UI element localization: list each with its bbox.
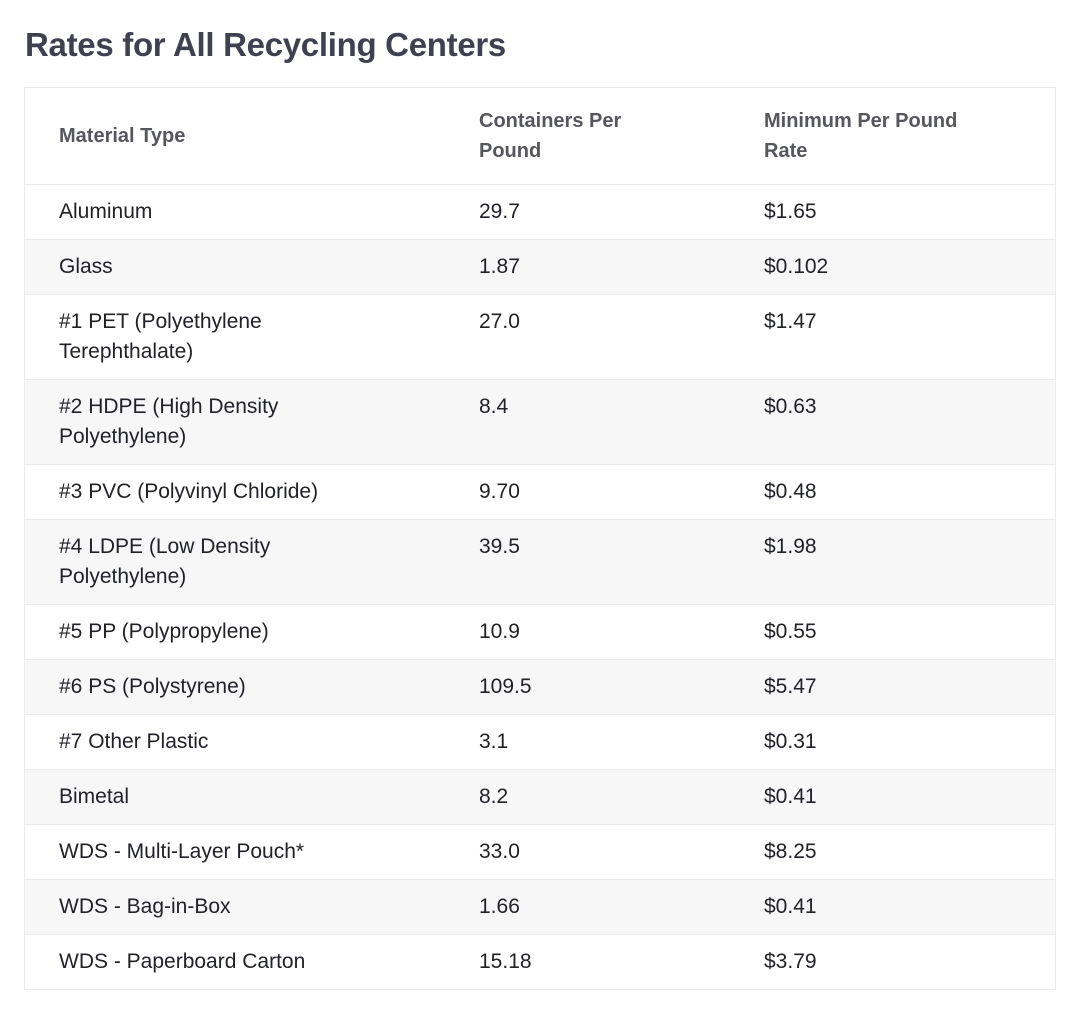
min-per-pound-rate-cell: $5.47	[730, 659, 1055, 715]
containers-per-pound-cell: 1.87	[445, 239, 730, 295]
containers-per-pound-cell: 29.7	[445, 184, 730, 240]
containers-per-pound-cell: 109.5	[445, 659, 730, 715]
min-per-pound-rate-cell: $0.102	[730, 239, 1055, 295]
material-type-cell: WDS - Multi-Layer Pouch*	[25, 824, 445, 880]
material-type-cell: #7 Other Plastic	[25, 714, 445, 770]
table-header-row: Material Type Containers Per Pound Minim…	[25, 88, 1055, 185]
min-per-pound-rate-cell: $0.31	[730, 714, 1055, 770]
material-type-value: #5 PP (Polypropylene)	[59, 620, 269, 643]
material-type-value: Bimetal	[59, 785, 130, 808]
containers-per-pound-cell: 10.9	[445, 604, 730, 660]
containers-per-pound-cell: 33.0	[445, 824, 730, 880]
containers-per-pound-cell: 3.1	[445, 714, 730, 770]
table-body: Aluminum 29.7 $1.65 Glass 1.87 $0.102 #1…	[25, 184, 1055, 989]
material-type-cell: Glass	[25, 239, 445, 295]
table-row: Glass 1.87 $0.102	[25, 239, 1055, 295]
min-per-pound-rate-cell: $0.63	[730, 379, 1055, 465]
column-header-minimum-per-pound-rate-label: Minimum Per Pound Rate	[764, 110, 958, 162]
table-row: #3 PVC (Polyvinyl Chloride) 9.70 $0.48	[25, 464, 1055, 520]
material-type-value: #6 PS (Polystyrene)	[59, 675, 246, 698]
column-header-minimum-per-pound-rate: Minimum Per Pound Rate	[730, 88, 1055, 185]
table-row: #7 Other Plastic 3.1 $0.31	[25, 714, 1055, 770]
containers-per-pound-cell: 9.70	[445, 464, 730, 520]
material-type-cell: WDS - Paperboard Carton	[25, 934, 445, 989]
table-row: WDS - Multi-Layer Pouch* 33.0 $8.25	[25, 824, 1055, 880]
material-type-value: #3 PVC (Polyvinyl Chloride)	[59, 480, 319, 503]
material-type-cell: #2 HDPE (High Density Polyethylene)	[25, 379, 445, 465]
containers-per-pound-cell: 39.5	[445, 519, 730, 605]
column-header-material-type: Material Type	[25, 88, 445, 185]
min-per-pound-rate-cell: $0.48	[730, 464, 1055, 520]
table-row: #4 LDPE (Low Density Polyethylene) 39.5 …	[25, 519, 1055, 605]
min-per-pound-rate-cell: $1.98	[730, 519, 1055, 605]
table-row: #2 HDPE (High Density Polyethylene) 8.4 …	[25, 379, 1055, 465]
min-per-pound-rate-cell: $0.41	[730, 769, 1055, 825]
material-type-value: Aluminum	[59, 200, 153, 223]
table-row: Bimetal 8.2 $0.41	[25, 769, 1055, 825]
table-row: Aluminum 29.7 $1.65	[25, 184, 1055, 240]
containers-per-pound-cell: 15.18	[445, 934, 730, 989]
material-type-value: WDS - Multi-Layer Pouch*	[59, 840, 305, 863]
page-title: Rates for All Recycling Centers	[25, 26, 506, 63]
min-per-pound-rate-cell: $1.47	[730, 294, 1055, 380]
containers-per-pound-cell: 1.66	[445, 879, 730, 935]
rates-table-card: Material Type Containers Per Pound Minim…	[24, 87, 1056, 990]
material-type-cell: WDS - Bag-in-Box	[25, 879, 445, 935]
material-type-cell: #6 PS (Polystyrene)	[25, 659, 445, 715]
material-type-value: WDS - Bag-in-Box	[59, 895, 231, 918]
min-per-pound-rate-cell: $0.55	[730, 604, 1055, 660]
min-per-pound-rate-cell: $3.79	[730, 934, 1055, 989]
material-type-value: WDS - Paperboard Carton	[59, 950, 306, 973]
material-type-cell: Aluminum	[25, 184, 445, 240]
table-row: WDS - Bag-in-Box 1.66 $0.41	[25, 879, 1055, 935]
table-row: #6 PS (Polystyrene) 109.5 $5.47	[25, 659, 1055, 715]
min-per-pound-rate-cell: $1.65	[730, 184, 1055, 240]
column-header-containers-per-pound: Containers Per Pound	[445, 88, 730, 185]
column-header-material-type-label: Material Type	[59, 125, 186, 147]
min-per-pound-rate-cell: $0.41	[730, 879, 1055, 935]
material-type-value: #2 HDPE (High Density Polyethylene)	[59, 395, 279, 448]
table-row: WDS - Paperboard Carton 15.18 $3.79	[25, 934, 1055, 989]
material-type-cell: #1 PET (Polyethylene Terephthalate)	[25, 294, 445, 380]
column-header-containers-per-pound-label: Containers Per Pound	[479, 110, 622, 162]
material-type-value: #1 PET (Polyethylene Terephthalate)	[59, 310, 262, 363]
material-type-value: Glass	[59, 255, 113, 278]
material-type-cell: #3 PVC (Polyvinyl Chloride)	[25, 464, 445, 520]
containers-per-pound-cell: 27.0	[445, 294, 730, 380]
containers-per-pound-cell: 8.4	[445, 379, 730, 465]
material-type-cell: #4 LDPE (Low Density Polyethylene)	[25, 519, 445, 605]
material-type-value: #4 LDPE (Low Density Polyethylene)	[59, 535, 271, 588]
material-type-cell: #5 PP (Polypropylene)	[25, 604, 445, 660]
material-type-value: #7 Other Plastic	[59, 730, 209, 753]
rates-table: Material Type Containers Per Pound Minim…	[25, 88, 1055, 989]
table-row: #1 PET (Polyethylene Terephthalate) 27.0…	[25, 294, 1055, 380]
material-type-cell: Bimetal	[25, 769, 445, 825]
containers-per-pound-cell: 8.2	[445, 769, 730, 825]
min-per-pound-rate-cell: $8.25	[730, 824, 1055, 880]
table-row: #5 PP (Polypropylene) 10.9 $0.55	[25, 604, 1055, 660]
